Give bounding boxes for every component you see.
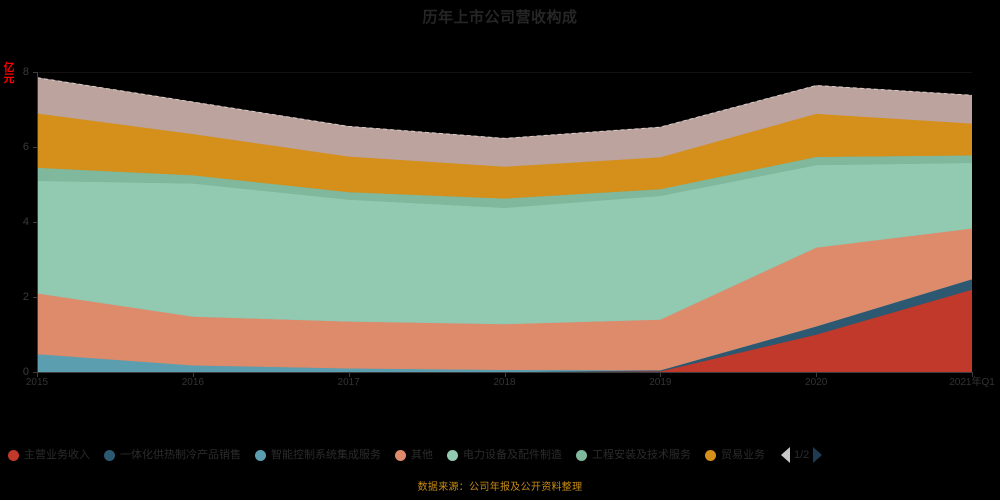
y-axis-tick-mark [33,72,37,73]
legend-items: 主营业务收入 一体化供热制冷产品销售 智能控制系统集成服务 其他 电力设备及配件制造 工程… [8,450,779,461]
legend-item-label: 其他 [411,450,433,461]
circle-marker-icon [705,450,716,461]
stacked-area-svg [37,72,972,372]
legend-pagination[interactable]: 1/2 [781,447,822,463]
x-axis-tick-label: 2017 [338,378,360,388]
chevron-right-icon[interactable] [813,447,822,463]
x-axis-tick-mark [193,373,194,377]
legend-item-label: 主营业务收入 [24,450,90,461]
y-axis-tick-mark [33,297,37,298]
y-axis-tick-mark [33,147,37,148]
legend-page-indicator: 1/2 [794,449,809,461]
legend-item-label: 智能控制系统集成服务 [271,450,381,461]
legend-item-6[interactable]: 工程安装及技术服务 [576,450,691,461]
y-axis-line [37,72,38,373]
x-axis-tick-mark [816,373,817,377]
watermark-caption: 数据来源：公司年报及公开资料整理 [0,478,1000,493]
legend-item-label: 一体化供热制冷产品销售 [120,450,241,461]
chevron-left-icon[interactable] [781,447,790,463]
x-axis-tick-mark [349,373,350,377]
y-axis-tick-mark [33,222,37,223]
legend-item-7[interactable]: 贸易业务 [705,450,765,461]
legend-item-1[interactable]: 主营业务收入 [8,450,90,461]
legend-item-label: 电力设备及配件制造 [463,450,562,461]
circle-marker-icon [447,450,458,461]
circle-marker-icon [8,450,19,461]
circle-marker-icon [104,450,115,461]
y-axis-tick-label: 4 [3,217,29,228]
chart-screenshot: 历年上市公司营收构成 亿元 02468 20152016201720182019… [0,0,1000,500]
legend-item-5[interactable]: 电力设备及配件制造 [447,450,562,461]
legend-item-label: 工程安装及技术服务 [592,450,691,461]
circle-marker-icon [395,450,406,461]
x-axis-tick-label: 2020 [805,378,827,388]
x-axis-tick-mark [972,373,973,377]
legend-item-2[interactable]: 一体化供热制冷产品销售 [104,450,241,461]
x-axis-tick-mark [37,373,38,377]
legend-item-label: 贸易业务 [721,450,765,461]
page-title: 历年上市公司营收构成 [0,6,1000,27]
x-axis-tick-label: 2018 [493,378,515,388]
y-axis-tick-label: 8 [3,67,29,78]
legend-item-4[interactable]: 其他 [395,450,433,461]
x-axis-tick-label: 2016 [182,378,204,388]
circle-marker-icon [255,450,266,461]
plot-area [37,72,972,372]
x-axis-tick-label: 2015 [26,378,48,388]
y-axis-tick-label: 2 [3,292,29,303]
legend[interactable]: 主营业务收入 一体化供热制冷产品销售 智能控制系统集成服务 其他 电力设备及配件制造 工程… [0,443,1000,467]
x-axis-tick-mark [660,373,661,377]
circle-marker-icon [576,450,587,461]
x-axis-tick-label: 2019 [649,378,671,388]
x-axis-tick-mark [505,373,506,377]
legend-item-3[interactable]: 智能控制系统集成服务 [255,450,381,461]
y-axis-tick-label: 6 [3,142,29,153]
x-axis-tick-label: 2021年Q1 [949,378,995,388]
